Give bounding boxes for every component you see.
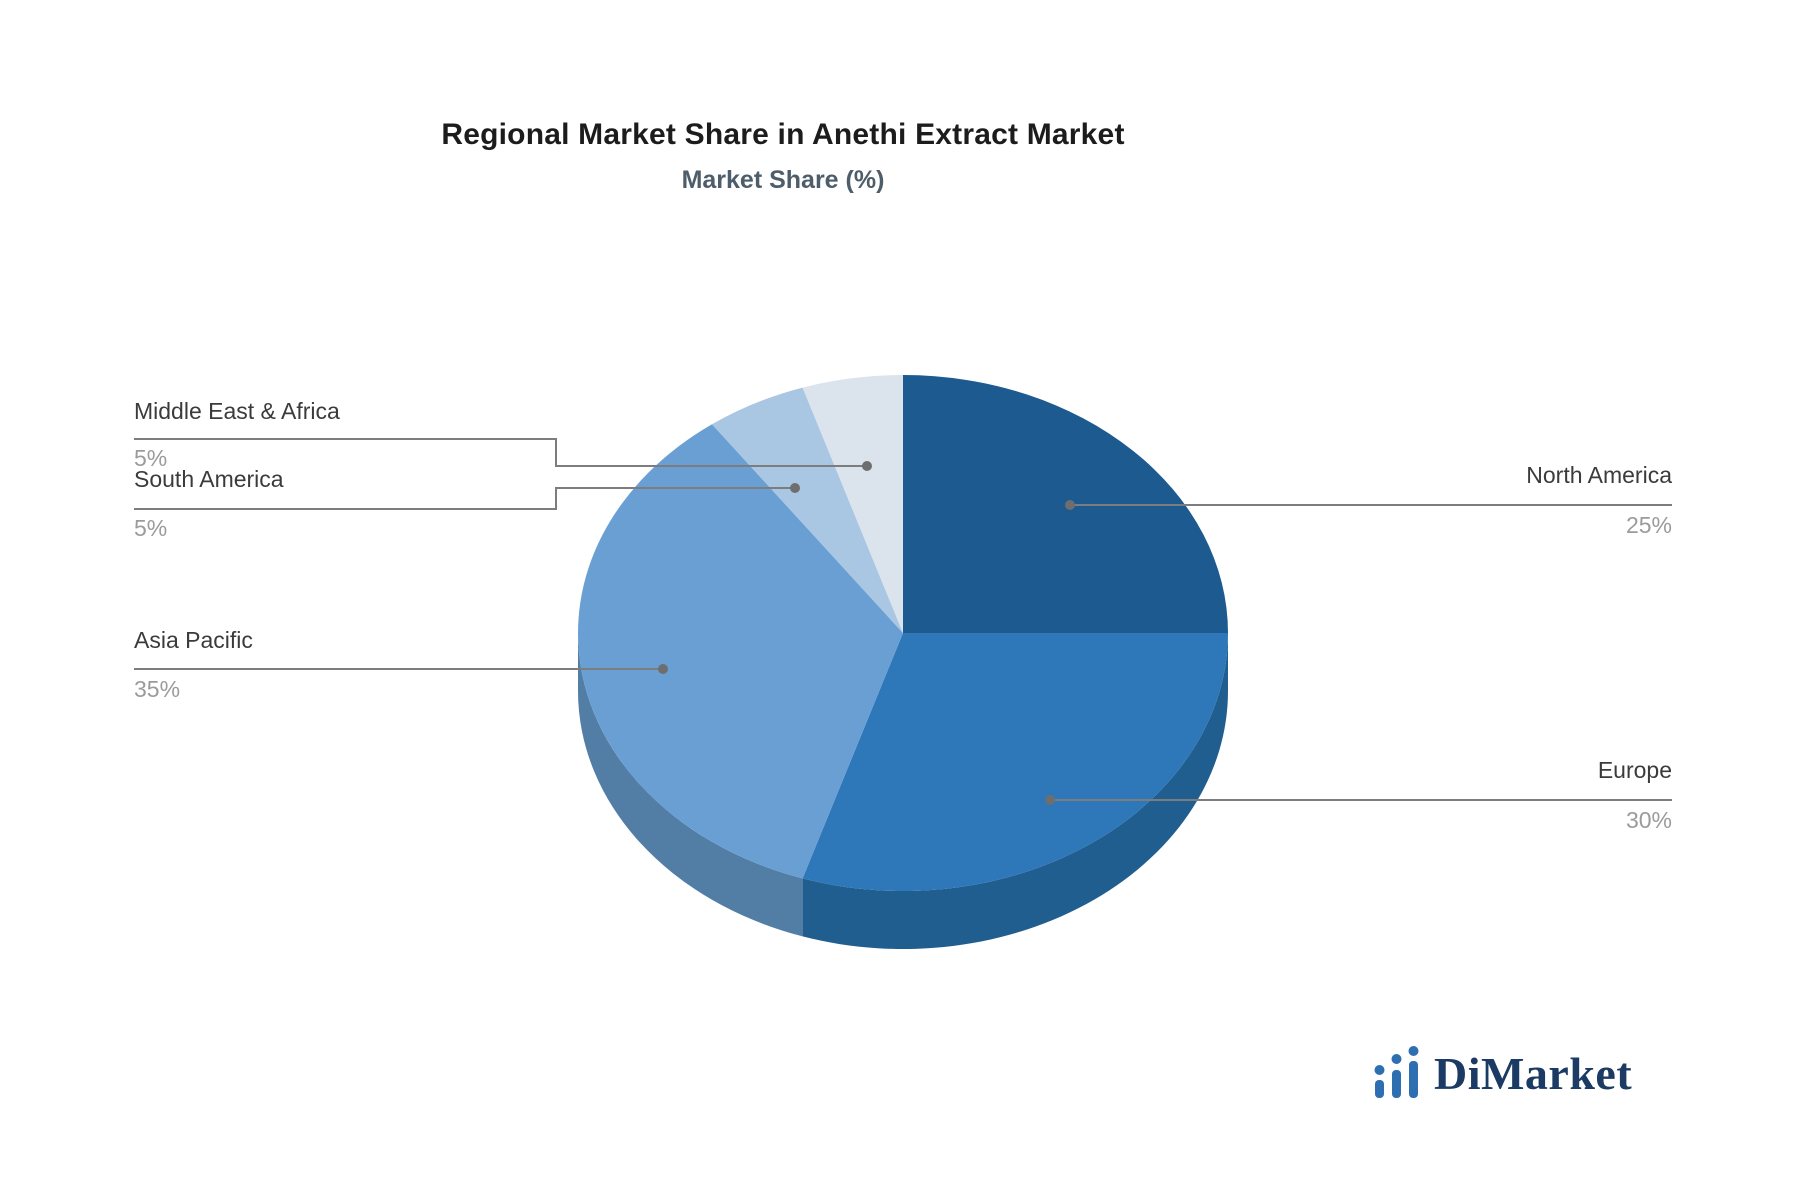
leader-line-south-america bbox=[134, 487, 795, 510]
leader-line-middle-east-africa bbox=[134, 438, 867, 467]
label-asia-pacific: Asia Pacific bbox=[134, 627, 253, 653]
bar-chart-dots-icon bbox=[1374, 1046, 1419, 1098]
chart-title: Regional Market Share in Anethi Extract … bbox=[441, 118, 1125, 151]
pie-slice-europe[interactable] bbox=[802, 633, 1228, 892]
value-south-america: 5% bbox=[134, 515, 168, 541]
leader-dot-south-america bbox=[790, 483, 800, 493]
value-asia-pacific: 35% bbox=[134, 676, 181, 702]
value-north-america: 25% bbox=[1625, 512, 1672, 538]
leader-dot-europe bbox=[1045, 795, 1055, 805]
pie-slice-south-america[interactable] bbox=[712, 387, 903, 633]
pie-side-europe bbox=[802, 633, 1228, 950]
logo-text: DiMarket bbox=[1434, 1048, 1633, 1099]
pie-slice-asia-pacific[interactable] bbox=[578, 424, 903, 879]
leader-lines bbox=[134, 438, 1672, 805]
leader-dot-north-america bbox=[1065, 500, 1075, 510]
value-middle-east-africa: 5% bbox=[134, 445, 168, 471]
leader-dot-middle-east-africa bbox=[862, 461, 872, 471]
chart-subtitle: Market Share (%) bbox=[681, 166, 885, 194]
leader-dot-asia-pacific bbox=[658, 664, 668, 674]
value-europe: 30% bbox=[1625, 807, 1672, 833]
label-south-america: South America bbox=[134, 466, 284, 492]
pie-slice-middle-east-africa[interactable] bbox=[802, 375, 903, 633]
label-middle-east-africa: Middle East & Africa bbox=[134, 398, 340, 424]
pie-3d-sides bbox=[578, 633, 1228, 950]
pie-slices bbox=[578, 375, 1228, 892]
label-europe: Europe bbox=[1597, 757, 1672, 783]
dimarket-logo: DiMarket bbox=[1372, 1046, 1632, 1100]
pie-side-asia-pacific bbox=[578, 633, 803, 937]
label-north-america: North America bbox=[1526, 462, 1672, 488]
